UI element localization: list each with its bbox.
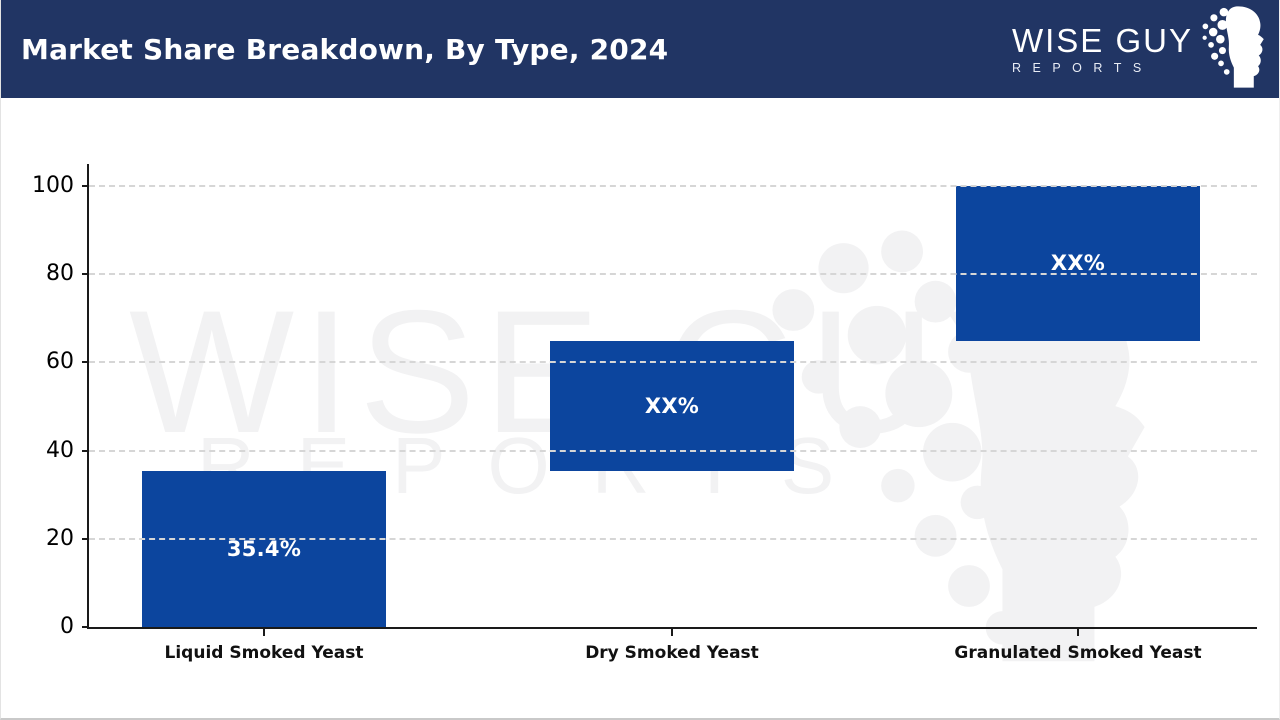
logo-face-icon [1195, 5, 1267, 93]
gridline [89, 361, 1257, 364]
gridline [89, 537, 1257, 540]
y-tick-mark [82, 361, 89, 364]
gridline [89, 449, 1257, 452]
brand-logo: WISE GUY REPORTS [1012, 5, 1267, 93]
x-axis-spine [87, 627, 1257, 629]
y-tick-label: 0 [60, 614, 74, 639]
y-tick-label: 20 [46, 525, 74, 551]
brand-logo-text: WISE GUY REPORTS [1011, 21, 1193, 75]
y-tick-mark [82, 626, 89, 628]
page-title: Market Share Breakdown, By Type, 2024 [21, 32, 669, 66]
y-tick-mark [82, 185, 89, 187]
bar-value-label: XX% [1050, 251, 1106, 276]
gridline [89, 185, 1257, 187]
x-tick-mark [263, 627, 265, 636]
y-tick-label: 80 [46, 261, 74, 287]
header-bar: Market Share Breakdown, By Type, 2024 WI… [1, 0, 1279, 98]
y-tick-mark [82, 273, 89, 276]
bar-value-label: 35.4% [226, 536, 302, 561]
y-tick-mark [82, 537, 89, 540]
bar-segment [142, 470, 386, 627]
bar-value-label: XX% [644, 393, 700, 418]
y-tick-label: 100 [32, 173, 74, 198]
y-tick-label: 40 [46, 437, 74, 463]
y-axis-spine [87, 164, 89, 629]
x-axis-category-label: Liquid Smoked Yeast [164, 643, 364, 663]
x-axis-category-label: Dry Smoked Yeast [585, 643, 759, 663]
plot-area: 35.4% Liquid Smoked Yeast XX% Dry Smoked Ye… [1, 98, 1279, 718]
x-axis-category-label: Granulated Smoked Yeast [954, 643, 1202, 663]
gridline [89, 273, 1257, 276]
brand-subtitle: REPORTS [1011, 60, 1153, 75]
y-tick-label: 60 [46, 349, 74, 375]
x-tick-mark [671, 627, 673, 636]
brand-name: WISE GUY [1011, 21, 1193, 59]
y-tick-mark [82, 449, 89, 452]
